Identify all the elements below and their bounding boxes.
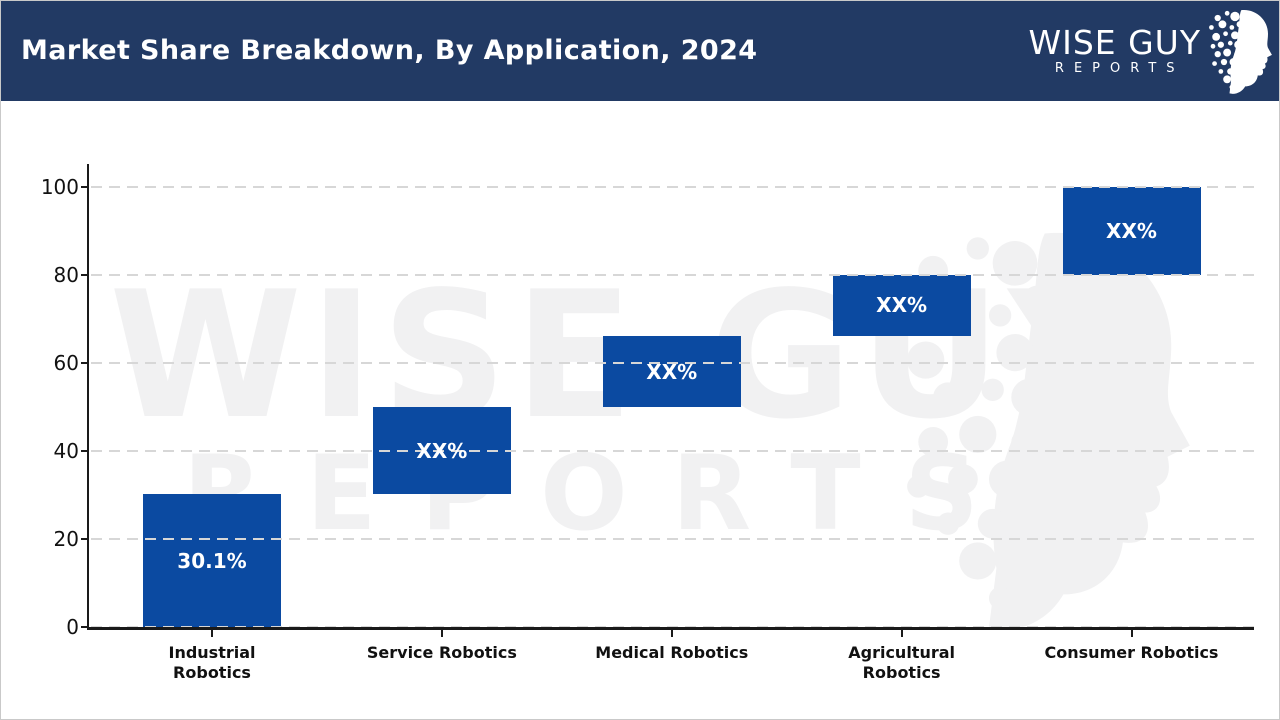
y-tick-mark (81, 361, 89, 364)
wiseguy-logo: WISE GUY REPORTS (1028, 5, 1275, 97)
category-label-consumer-robotics: Consumer Robotics (1044, 643, 1219, 662)
y-tick-label: 40 (53, 438, 79, 463)
page-title: Market Share Breakdown, By Application, … (21, 35, 758, 66)
x-tick-mark (670, 630, 673, 637)
y-tick-mark (81, 273, 89, 276)
watermark-wordmark-bottom: REPORTS (183, 434, 1023, 554)
x-tick-mark (900, 630, 903, 637)
x-tick-mark (440, 630, 443, 637)
x-tick-mark (1130, 630, 1133, 637)
y-tick-label: 80 (53, 262, 79, 287)
y-tick-label: 100 (40, 174, 79, 199)
y-tick-mark (81, 537, 89, 540)
bar-value-label: XX% (1106, 218, 1157, 243)
y-axis-spine (87, 164, 89, 630)
logo-wordmark: WISE GUY REPORTS (1028, 25, 1201, 77)
logo-wordmark-top: WISE GUY (1028, 23, 1201, 62)
category-label-service-robotics: Service Robotics (366, 643, 517, 662)
y-tick-label: 60 (53, 350, 79, 375)
gridline-20 (91, 537, 1254, 540)
gridline-60 (91, 361, 1254, 364)
x-tick-mark (211, 630, 213, 637)
chart-region: WISE GUY REPORTS 02040608010030.1%Indust… (1, 101, 1279, 719)
gridline-80 (91, 273, 1254, 276)
y-tick-mark (81, 449, 89, 452)
logo-face-icon (1209, 9, 1272, 94)
bar-value-label: XX% (416, 438, 468, 463)
y-tick-mark (81, 626, 89, 628)
category-label-medical-robotics: Medical Robotics (595, 643, 749, 662)
bar-medical-robotics (602, 336, 741, 407)
y-tick-label: 20 (53, 526, 79, 551)
bar-agricultural-robotics (832, 274, 971, 337)
bar-consumer-robotics (1062, 186, 1201, 275)
bar-value-label: XX% (646, 359, 698, 384)
y-tick-label: 0 (66, 615, 79, 639)
logo-wordmark-bottom: REPORTS (1054, 61, 1185, 76)
y-tick-mark (81, 185, 89, 188)
category-label-agricultural-robotics: Agricultural Robotics (848, 643, 956, 682)
x-axis-spine (87, 627, 1254, 630)
header: Market Share Breakdown, By Application, … (1, 1, 1279, 101)
gridline-40 (91, 449, 1254, 452)
bar-industrial-robotics (143, 494, 281, 627)
gridline-100 (91, 185, 1254, 188)
category-label-industrial-robotics: Industrial Robotics (168, 643, 256, 682)
bar-value-label: XX% (876, 293, 928, 318)
bar-value-label: 30.1% (177, 548, 247, 573)
